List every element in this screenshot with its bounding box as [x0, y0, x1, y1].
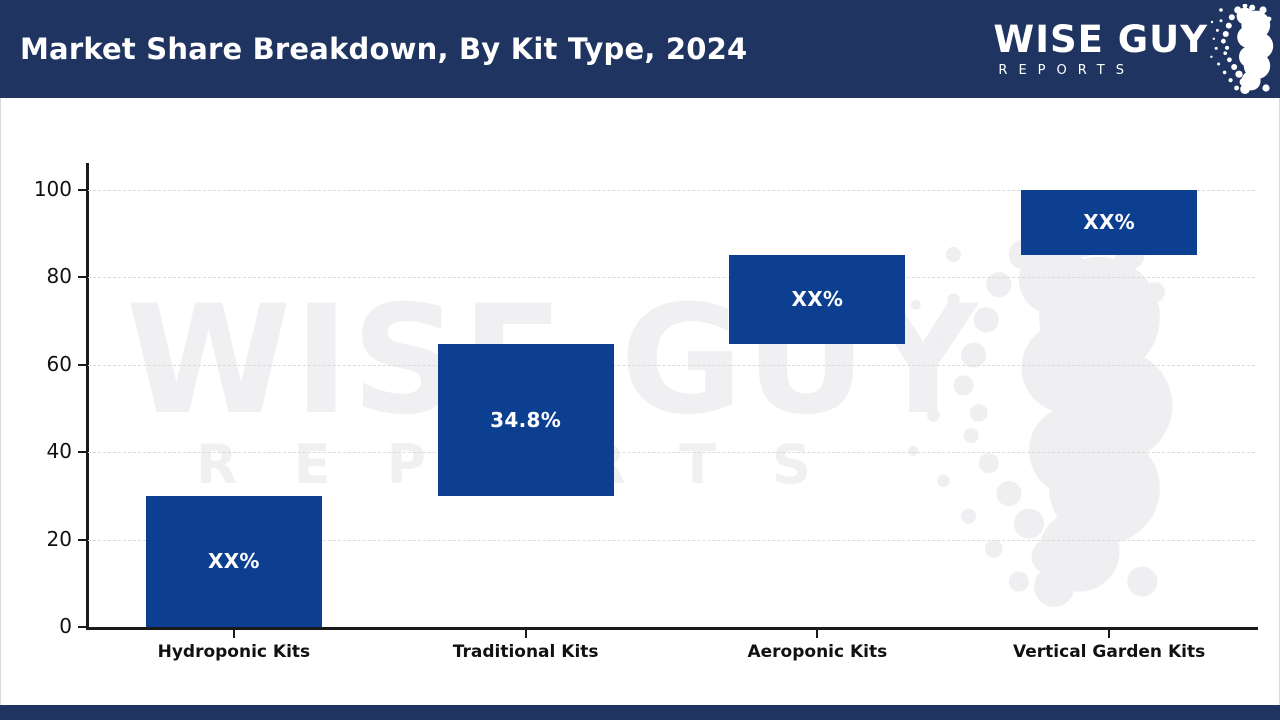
bar-value-label: XX%	[207, 549, 260, 574]
y-axis-line	[86, 163, 89, 629]
gridline	[88, 189, 1255, 191]
gridline	[88, 364, 1255, 366]
bar-segment: XX%	[145, 495, 322, 627]
dotted-face-profile-icon	[1210, 4, 1274, 94]
bar-segment: XX%	[729, 255, 906, 344]
bar-value-label: XX%	[1083, 210, 1136, 235]
bar-value-label: XX%	[791, 287, 844, 312]
x-axis-tick	[1108, 630, 1111, 638]
y-tick-label: 60	[46, 351, 72, 376]
chart-title: Market Share Breakdown, By Kit Type, 202…	[20, 32, 748, 66]
footer-bar	[0, 705, 1280, 720]
wise-guy-reports-logo: WISE GUY REPORTS	[993, 2, 1276, 96]
x-category-label: Hydroponic Kits	[157, 642, 311, 662]
y-axis-tick	[78, 451, 87, 453]
bar-value-label: 34.8%	[490, 407, 562, 432]
y-tick-label: 40	[46, 439, 72, 464]
y-tick-label: 80	[46, 264, 72, 289]
y-tick-label: 0	[59, 614, 72, 639]
x-axis-tick	[524, 630, 527, 638]
y-axis-tick	[78, 363, 87, 366]
logo-text: WISE GUY REPORTS	[993, 21, 1208, 78]
gridline	[88, 539, 1255, 541]
logo-wiseguy-text: WISE GUY	[993, 17, 1208, 61]
x-axis-tick	[232, 630, 235, 638]
y-axis-tick	[78, 538, 87, 541]
y-axis-tick	[78, 626, 87, 628]
x-category-label: Vertical Garden Kits	[1013, 642, 1206, 662]
x-category-label: Traditional Kits	[452, 642, 599, 662]
logo-reports-text: REPORTS	[998, 62, 1136, 78]
y-tick-label: 100	[33, 176, 72, 201]
x-category-label: Aeroponic Kits	[747, 642, 888, 662]
header-bar: Market Share Breakdown, By Kit Type, 202…	[0, 0, 1280, 98]
gridline	[88, 452, 1255, 453]
bar-segment: 34.8%	[437, 343, 614, 496]
y-tick-label: 20	[46, 526, 72, 551]
gridline	[88, 277, 1255, 278]
y-axis-tick	[78, 276, 87, 278]
x-axis-line	[86, 627, 1258, 630]
x-axis-tick	[816, 630, 819, 638]
y-axis-tick	[78, 188, 87, 191]
bar-segment: XX%	[1021, 189, 1198, 256]
